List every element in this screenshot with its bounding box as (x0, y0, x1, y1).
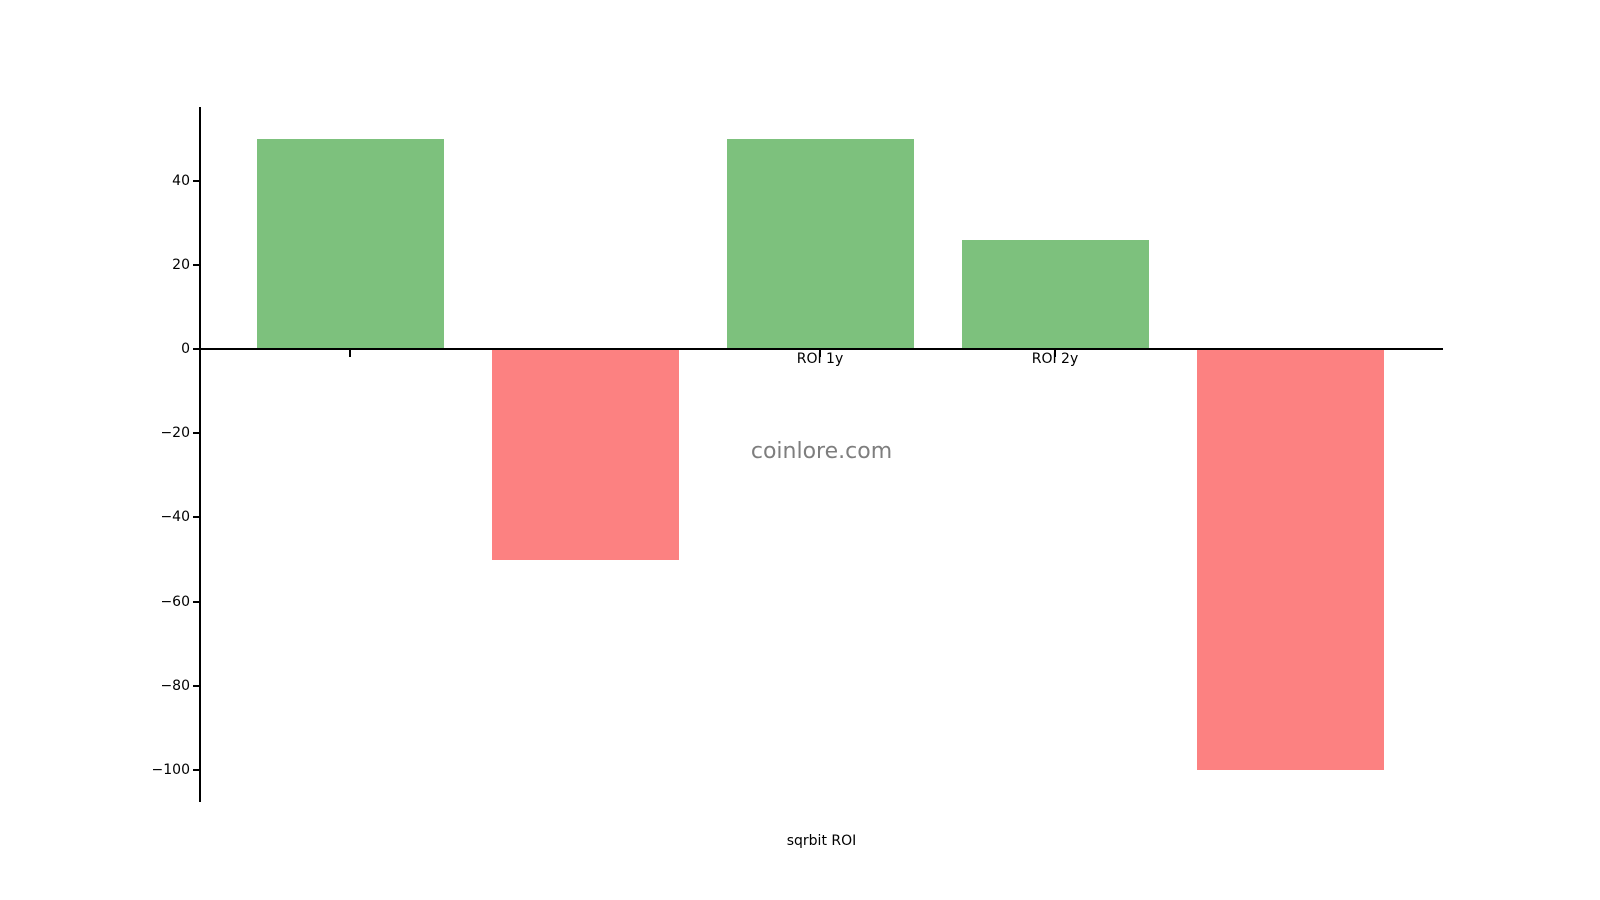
x-axis-tick (349, 349, 351, 357)
y-axis-tick-label: 20 (172, 256, 190, 273)
y-axis-tick-label: 40 (172, 172, 190, 189)
bar-1 (256, 138, 444, 349)
bar-2 (491, 349, 679, 560)
y-axis-spine (199, 107, 201, 802)
x-axis-tick-label: ROI 2y (1031, 351, 1079, 367)
x-axis-title: sqrbit ROI (786, 833, 857, 849)
y-axis-tick (193, 432, 199, 435)
y-axis-tick (193, 179, 199, 182)
x-axis-tick (819, 349, 821, 357)
x-axis-zero-line (199, 348, 1443, 350)
y-axis-tick (193, 263, 199, 266)
y-axis-tick (193, 348, 199, 350)
bar-roi-1y (726, 138, 914, 349)
bar-roi-2y (961, 239, 1149, 349)
bar-5 (1196, 349, 1384, 770)
y-axis-tick-label: −40 (160, 509, 190, 526)
y-axis-tick (193, 600, 199, 603)
y-axis-tick (193, 769, 199, 771)
y-axis-tick-label: 0 (181, 341, 190, 357)
y-axis-tick (193, 516, 199, 519)
y-axis-tick-label: −100 (151, 762, 190, 778)
y-axis-tick-label: −20 (160, 425, 190, 442)
watermark-coinlore: coinlore.com (750, 439, 893, 464)
y-axis-tick-label: −60 (160, 593, 190, 610)
x-axis-tick (1054, 349, 1056, 357)
y-axis-tick-label: −80 (160, 677, 190, 694)
y-axis-tick (193, 684, 199, 687)
x-axis-tick-label: ROI 1y (796, 351, 844, 367)
